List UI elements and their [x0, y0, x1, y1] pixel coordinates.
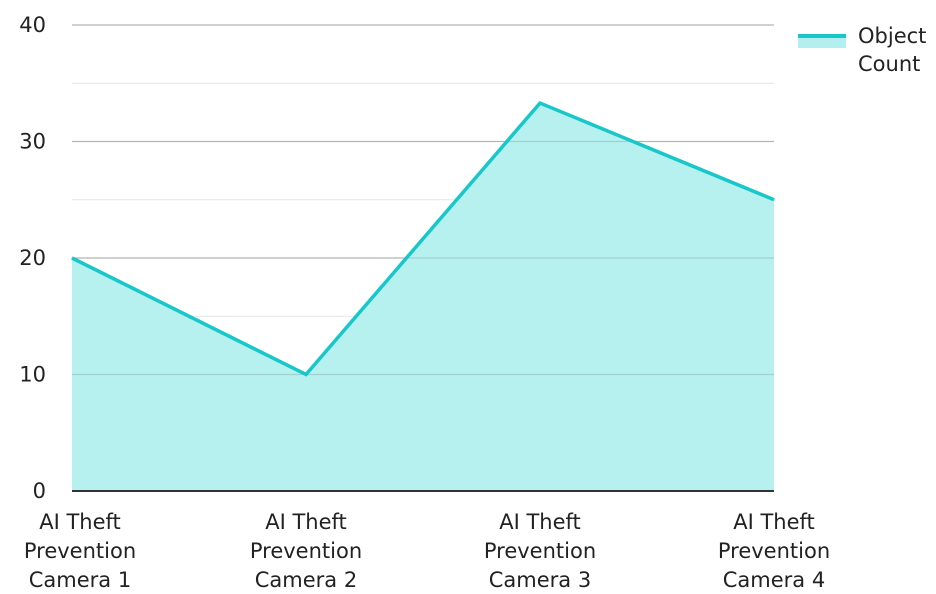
area-series	[71, 24, 775, 492]
y-tick-label: 30	[19, 130, 46, 154]
series-line	[71, 100, 775, 377]
legend: Object Count	[798, 24, 926, 76]
y-tick-label: 0	[33, 479, 46, 503]
x-tick-label: AI Theft Prevention Camera 1	[24, 510, 136, 592]
y-axis-tick-labels: 0 10 20 30 40	[19, 13, 46, 503]
x-axis-tick-labels: AI Theft Prevention Camera 1 AI Theft Preven…	[24, 510, 830, 592]
y-tick-label: 10	[19, 363, 46, 387]
y-tick-label: 40	[19, 13, 46, 37]
legend-label: Object Count	[858, 24, 926, 76]
data-point	[71, 257, 73, 259]
x-tick-label: AI Theft Prevention Camera 4	[718, 510, 830, 592]
x-tick-label: AI Theft Prevention Camera 2	[250, 510, 362, 592]
x-tick-label: AI Theft Prevention Camera 3	[484, 510, 596, 592]
area-fill	[72, 103, 774, 492]
data-point	[305, 374, 307, 375]
legend-swatch-fill	[798, 36, 846, 48]
data-point	[773, 199, 775, 201]
data-point	[539, 102, 541, 104]
y-tick-label: 20	[19, 246, 46, 270]
